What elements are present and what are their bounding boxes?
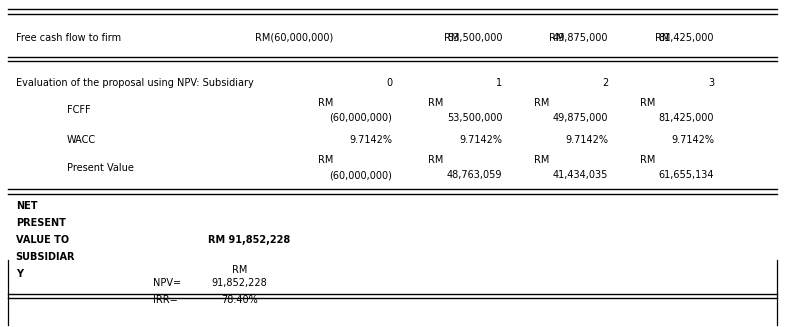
Text: 9.7142%: 9.7142% bbox=[671, 135, 714, 145]
Text: 53,500,000: 53,500,000 bbox=[447, 113, 502, 123]
Text: RM(60,000,000): RM(60,000,000) bbox=[255, 33, 334, 43]
Text: VALUE TO: VALUE TO bbox=[16, 235, 69, 245]
Text: IRR=: IRR= bbox=[153, 295, 178, 305]
Text: 49,875,000: 49,875,000 bbox=[553, 33, 608, 43]
Text: 9.7142%: 9.7142% bbox=[349, 135, 392, 145]
Text: RM: RM bbox=[232, 265, 247, 275]
Text: 0: 0 bbox=[386, 78, 392, 88]
Text: NET: NET bbox=[16, 201, 37, 211]
Text: 41,434,035: 41,434,035 bbox=[553, 170, 608, 180]
Text: RM: RM bbox=[444, 33, 459, 43]
Text: RM: RM bbox=[318, 98, 334, 108]
Text: Y: Y bbox=[16, 269, 23, 279]
Text: RM: RM bbox=[640, 98, 655, 108]
Text: SUBSIDIAR: SUBSIDIAR bbox=[16, 252, 75, 262]
Text: 53,500,000: 53,500,000 bbox=[447, 33, 502, 43]
Text: RM: RM bbox=[318, 155, 334, 165]
Text: RM: RM bbox=[640, 155, 655, 165]
Text: RM: RM bbox=[428, 98, 444, 108]
Text: WACC: WACC bbox=[67, 135, 96, 145]
Text: 81,425,000: 81,425,000 bbox=[659, 33, 714, 43]
Text: 91,852,228: 91,852,228 bbox=[211, 278, 268, 288]
Text: Present Value: Present Value bbox=[67, 163, 133, 173]
Text: RM: RM bbox=[534, 98, 550, 108]
Text: NPV=: NPV= bbox=[153, 278, 181, 288]
Text: RM: RM bbox=[534, 155, 550, 165]
Text: RM 91,852,228: RM 91,852,228 bbox=[208, 235, 290, 245]
Text: 81,425,000: 81,425,000 bbox=[659, 113, 714, 123]
Text: (60,000,000): (60,000,000) bbox=[330, 170, 392, 180]
Text: 3: 3 bbox=[708, 78, 714, 88]
Text: 9.7142%: 9.7142% bbox=[459, 135, 502, 145]
Text: 49,875,000: 49,875,000 bbox=[553, 113, 608, 123]
Text: RM: RM bbox=[428, 155, 444, 165]
Text: PRESENT: PRESENT bbox=[16, 218, 66, 228]
Text: 1: 1 bbox=[496, 78, 502, 88]
Text: (60,000,000): (60,000,000) bbox=[330, 113, 392, 123]
Text: Free cash flow to firm: Free cash flow to firm bbox=[16, 33, 121, 43]
Text: FCFF: FCFF bbox=[67, 105, 90, 115]
Text: RM: RM bbox=[655, 33, 671, 43]
Text: 48,763,059: 48,763,059 bbox=[447, 170, 502, 180]
Text: RM: RM bbox=[550, 33, 565, 43]
Text: 2: 2 bbox=[602, 78, 608, 88]
Text: 78.40%: 78.40% bbox=[221, 295, 257, 305]
Text: 9.7142%: 9.7142% bbox=[565, 135, 608, 145]
Text: 61,655,134: 61,655,134 bbox=[659, 170, 714, 180]
Text: Evaluation of the proposal using NPV: Subsidiary: Evaluation of the proposal using NPV: Su… bbox=[16, 78, 254, 88]
